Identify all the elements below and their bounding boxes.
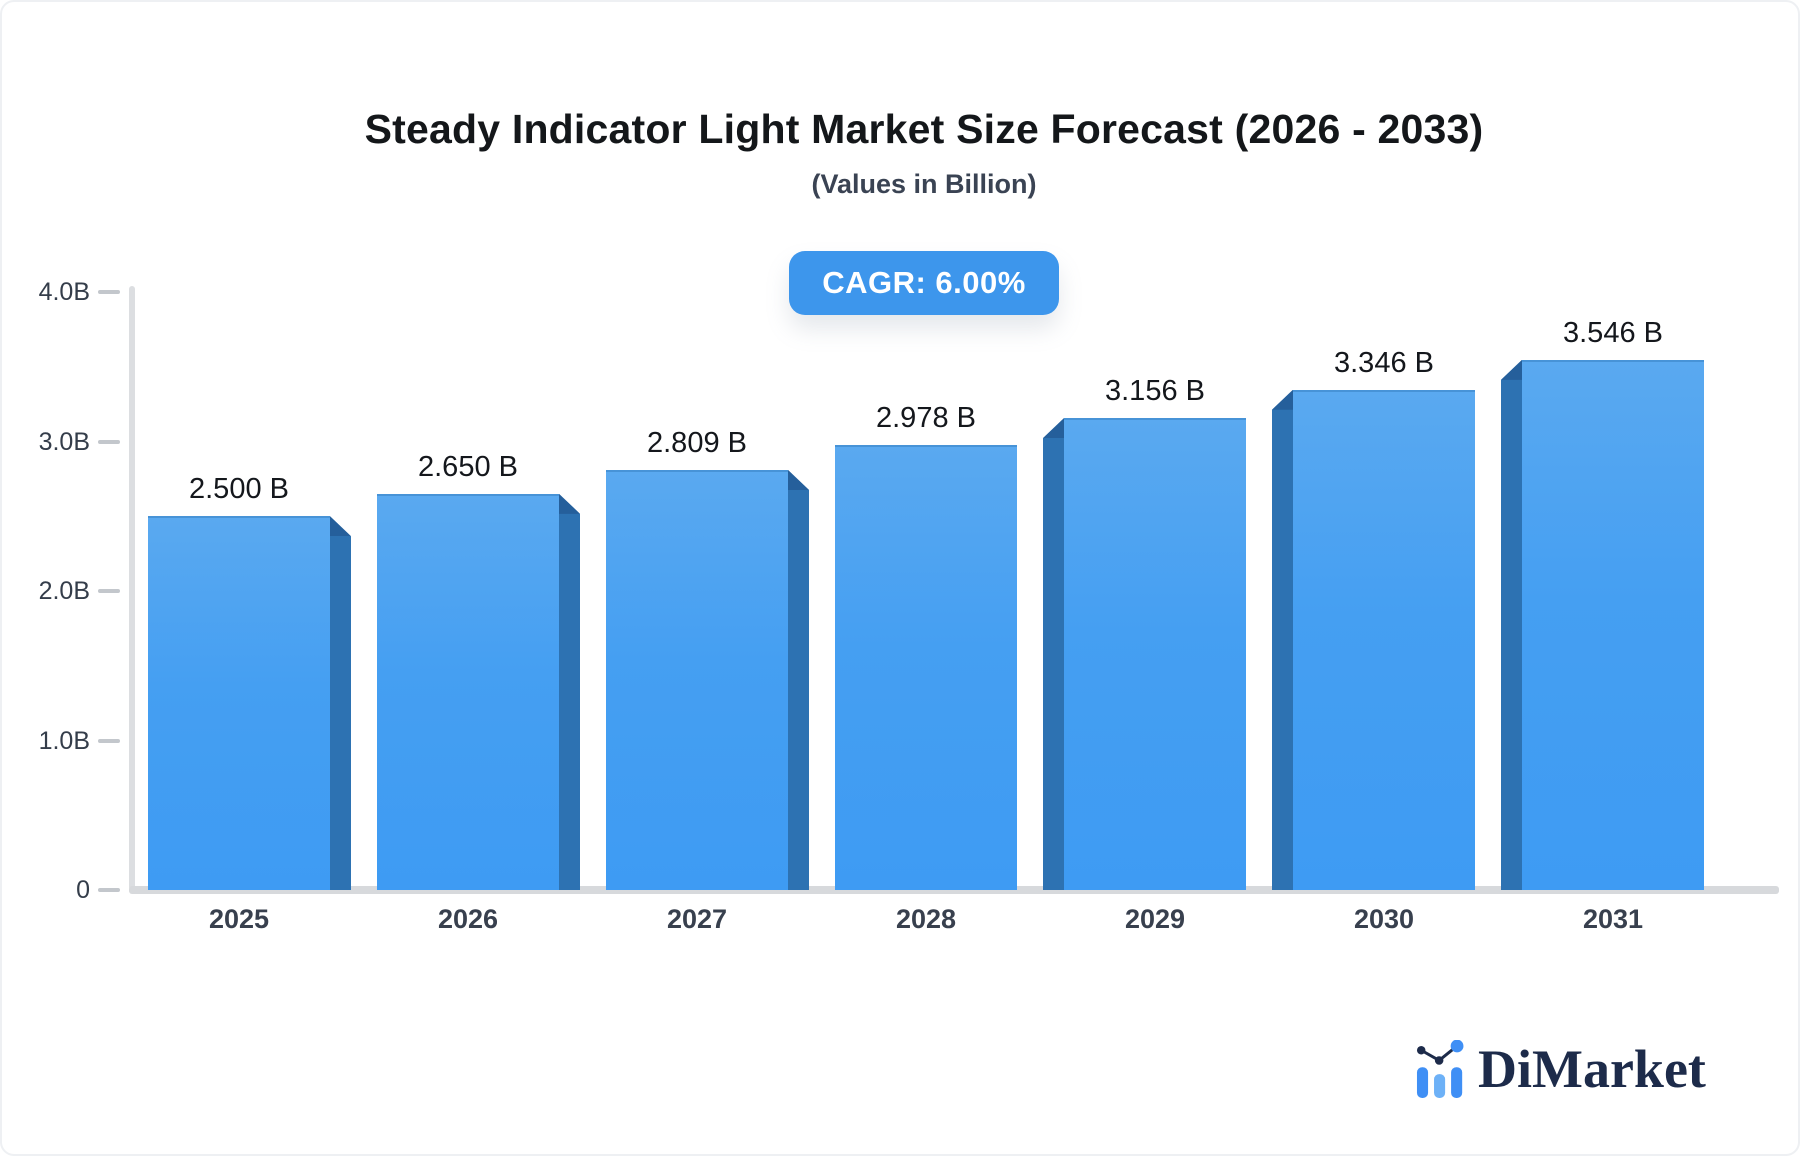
x-axis-label: 2028 [895,904,957,934]
bar-3d-bevel [1272,389,1293,410]
bar-3d-side [559,493,580,890]
brand-logo-text: DiMarket [1478,1039,1706,1099]
bar-3d-bevel [1043,418,1064,439]
bar-3d-side [330,516,351,890]
bar-3d-side [788,470,809,890]
bar-2027 [606,470,788,890]
x-axis-label: 2029 [1124,904,1186,934]
y-axis-label: 2.0B [38,577,90,605]
y-axis-tick [98,290,120,294]
x-axis-label: 2031 [1582,904,1644,934]
bar-3d-bevel [559,493,580,514]
y-axis-label: 3.0B [38,427,90,456]
x-axis-label: 2030 [1353,904,1415,934]
bar-3d-side [1501,359,1522,890]
y-axis-tick [98,589,120,593]
y-axis-tick [98,738,120,743]
y-axis-line [129,286,135,890]
bar-value-label: 2.650 B [418,450,518,483]
cagr-badge-wrap: CAGR: 6.00% [24,251,1798,315]
y-axis-label: 1.0B [38,726,90,755]
bar-3d-bevel [1501,359,1522,380]
bar-value-label: 2.500 B [189,473,289,506]
x-axis-label: 2026 [437,904,499,934]
bar-2025 [148,516,330,890]
bar-value-label: 2.978 B [876,401,976,434]
bar-2031 [1522,359,1704,890]
brand-logo: DiMarket [1415,1038,1706,1100]
bar-value-label: 2.809 B [647,427,747,460]
bar-3d-bevel [330,516,351,537]
y-axis-label: 0 [76,876,90,904]
x-axis-label: 2027 [666,904,728,934]
chart-subtitle: (Values in Billion) [811,169,1037,199]
bar-3d-bevel [788,470,809,491]
y-axis-tick [98,439,120,444]
bar-3d-side [1272,389,1293,890]
bar-2029 [1064,418,1246,890]
bar-line-chart-icon [1416,1040,1464,1098]
bar-value-label: 3.346 B [1334,346,1434,379]
x-axis-line [129,886,1779,894]
y-axis-label: 4.0B [38,278,90,306]
bar-2026 [377,493,559,890]
bar-2028 [835,444,1017,890]
x-axis-label: 2025 [208,904,270,934]
bar-value-label: 3.156 B [1105,375,1205,408]
y-axis-tick [98,888,120,892]
bar-value-label: 3.546 B [1563,316,1663,349]
bar-3d-side [1043,418,1064,890]
bar-2030 [1293,389,1475,890]
chart-title: Steady Indicator Light Market Size Forec… [364,106,1484,152]
cagr-badge: CAGR: 6.00% [789,251,1059,315]
